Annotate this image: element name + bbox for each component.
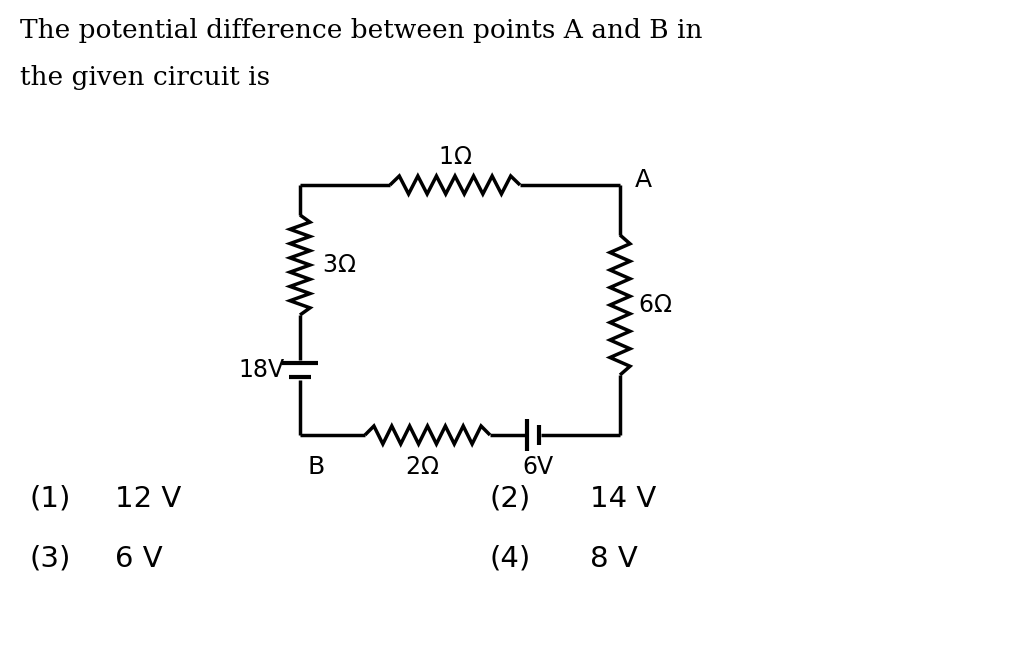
Text: 6 V: 6 V <box>115 545 163 573</box>
Text: A: A <box>635 168 652 192</box>
Text: (4): (4) <box>490 545 531 573</box>
Text: B: B <box>308 455 326 479</box>
Text: 3$\Omega$: 3$\Omega$ <box>322 253 356 277</box>
Text: (1): (1) <box>30 485 72 513</box>
Text: the given circuit is: the given circuit is <box>20 65 270 90</box>
Text: 6$\Omega$: 6$\Omega$ <box>638 293 672 317</box>
Text: 2$\Omega$: 2$\Omega$ <box>406 455 439 479</box>
Text: (2): (2) <box>490 485 531 513</box>
Text: 14 V: 14 V <box>590 485 656 513</box>
Text: 18V: 18V <box>239 358 285 382</box>
Text: (3): (3) <box>30 545 72 573</box>
Text: The potential difference between points A and B in: The potential difference between points … <box>20 18 702 43</box>
Text: 12 V: 12 V <box>115 485 181 513</box>
Text: 6V: 6V <box>522 455 554 479</box>
Text: 8 V: 8 V <box>590 545 638 573</box>
Text: 1$\Omega$: 1$\Omega$ <box>438 145 472 169</box>
